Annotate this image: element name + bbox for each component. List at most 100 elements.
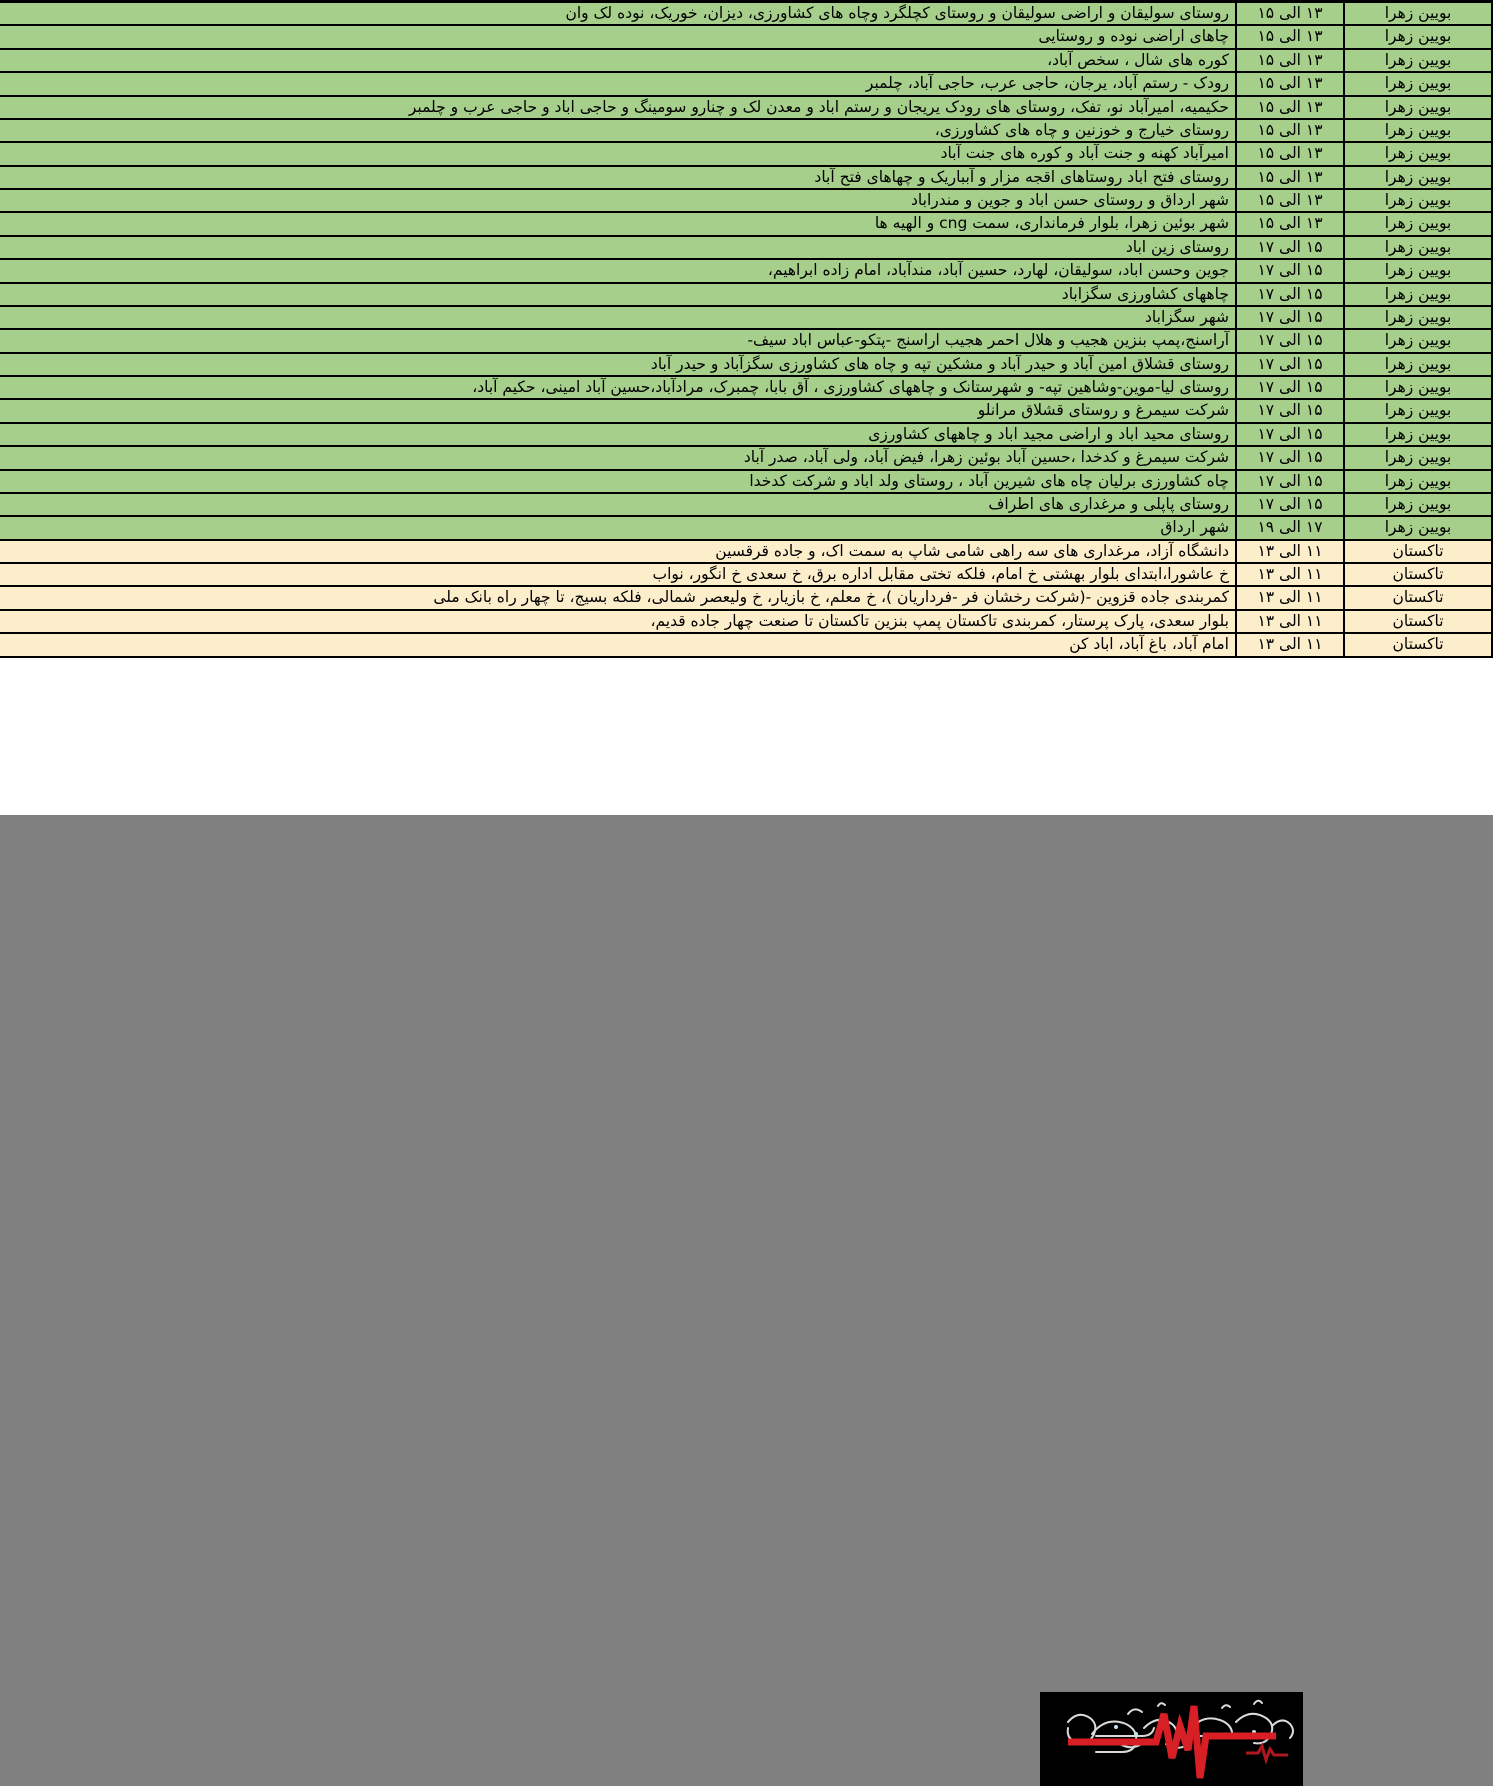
cell-city: تاکستان [1343,632,1493,658]
cell-city: تاکستان [1343,608,1493,635]
table-row: تاکستان ۱۱ الی ۱۳ خ عاشورا،ابتدای بلوار به… [0,561,1493,588]
cell-description: شهر سگزاباد [0,304,1237,331]
cell-city: بویین زهرا [1343,234,1493,261]
table-row: بویین زهرا ۱۵ الی ۱۷ جوین وحسن اباد، سولیق… [0,258,1493,284]
cell-time: ۱۱ الی ۱۳ [1235,585,1345,611]
cell-time: ۱۱ الی ۱۳ [1235,608,1345,635]
cell-description: شهر ارداق [0,515,1237,541]
cell-city: بویین زهرا [1343,164,1493,191]
cell-description: روستای فتح اباد روستاهای اقجه مزار و آبب… [0,164,1237,191]
ecg-calligraphy-logo [1040,1692,1303,1786]
table-row: بویین زهرا ۱۳ الی ۱۵ امیرآباد کهنه و جنت آ… [0,141,1493,167]
cell-description: روستای لیا-موین-وشاهین تپه- و شهرستانک و… [0,374,1237,401]
cell-city: بویین زهرا [1343,47,1493,74]
cell-description: شهر بوئین زهرا، بلوار فرمانداری، سمت cng… [0,211,1237,237]
cell-city: بویین زهرا [1343,0,1493,27]
cell-time: ۱۵ الی ۱۷ [1235,398,1345,424]
cell-time: ۱۳ الی ۱۵ [1235,94,1345,120]
cell-time: ۱۱ الی ۱۳ [1235,538,1345,565]
cell-time: ۱۳ الی ۱۵ [1235,24,1345,50]
table-row: بویین زهرا ۱۵ الی ۱۷ روستای زین اباد [0,234,1493,261]
table-row: تاکستان ۱۱ الی ۱۳ امام آباد، باغ آباد، ابا… [0,632,1493,658]
table-row: بویین زهرا ۱۵ الی ۱۷ شهر سگزاباد [0,304,1493,331]
cell-time: ۱۵ الی ۱۷ [1235,234,1345,261]
cell-time: ۱۷ الی ۱۹ [1235,515,1345,541]
cell-city: بویین زهرا [1343,515,1493,541]
cell-time: ۱۵ الی ۱۷ [1235,421,1345,448]
cell-city: بویین زهرا [1343,398,1493,424]
cell-city: بویین زهرا [1343,281,1493,307]
cell-time: ۱۵ الی ۱۷ [1235,328,1345,354]
cell-description: بلوار سعدی، پارک پرستار، کمربندی تاکستان… [0,608,1237,635]
cell-time: ۱۳ الی ۱۵ [1235,141,1345,167]
cell-city: بویین زهرا [1343,117,1493,144]
table-row: بویین زهرا ۱۳ الی ۱۵ روستای فتح اباد روستا… [0,164,1493,191]
cell-time: ۱۵ الی ۱۷ [1235,491,1345,518]
cell-description: رودک - رستم آباد، یرجان، حاجی عرب، حاجی … [0,71,1237,97]
cell-description: شرکت سیمرغ و روستای قشلاق مرانلو [0,398,1237,424]
cell-time: ۱۳ الی ۱۵ [1235,71,1345,97]
cell-time: ۱۳ الی ۱۵ [1235,47,1345,74]
table-row: بویین زهرا ۱۳ الی ۱۵ حکیمیه، امیرآباد نو، … [0,94,1493,120]
cell-description: امام آباد، باغ آباد، اباد کن [0,632,1237,658]
cell-city: بویین زهرا [1343,351,1493,378]
cell-city: تاکستان [1343,561,1493,588]
table-row: بویین زهرا ۱۵ الی ۱۷ روستای محید اباد و ار… [0,421,1493,448]
table-row: بویین زهرا ۱۳ الی ۱۵ روستای خیارج و خوزنین… [0,117,1493,144]
cell-description: شرکت سیمرغ و کدخدا ،حسین آباد بوئین زهرا… [0,445,1237,471]
cell-city: بویین زهرا [1343,491,1493,518]
table-row: بویین زهرا ۱۳ الی ۱۵ کوره های شال ، سخص آب… [0,47,1493,74]
cell-description: چاههای کشاورزی سگزاباد [0,281,1237,307]
outage-schedule-table: بویین زهرا ۱۳ الی ۱۵ روستای سولیقان و اراض… [0,0,1493,658]
spreadsheet-sheet: بویین زهرا ۱۳ الی ۱۵ روستای سولیقان و اراض… [0,0,1493,815]
cell-city: بویین زهرا [1343,468,1493,494]
table-row: بویین زهرا ۱۳ الی ۱۵ شهر بوئین زهرا، بلوار… [0,211,1493,237]
cell-city: تاکستان [1343,585,1493,611]
table-row: بویین زهرا ۱۵ الی ۱۷ روستای پاپلی و مرغدار… [0,491,1493,518]
cell-description: روستای سولیقان و اراضی سولیقان و روستای … [0,0,1237,27]
cell-description: کمربندی جاده قزوین -(شرکت رخشان فر -فردا… [0,585,1237,611]
table-row: بویین زهرا ۱۵ الی ۱۷ شرکت سیمرغ و روستای ق… [0,398,1493,424]
cell-description: چاهای اراضی نوده و روستایی [0,24,1237,50]
cell-city: بویین زهرا [1343,445,1493,471]
cell-city: بویین زهرا [1343,24,1493,50]
cell-city: بویین زهرا [1343,71,1493,97]
cell-city: بویین زهرا [1343,304,1493,331]
table-row: بویین زهرا ۱۳ الی ۱۵ روستای سولیقان و اراض… [0,0,1493,27]
cell-city: بویین زهرا [1343,187,1493,214]
cell-time: ۱۵ الی ۱۷ [1235,258,1345,284]
cell-time: ۱۳ الی ۱۵ [1235,187,1345,214]
cell-time: ۱۱ الی ۱۳ [1235,561,1345,588]
table-body: بویین زهرا ۱۳ الی ۱۵ روستای سولیقان و اراض… [0,0,1493,658]
cell-description: حکیمیه، امیرآباد نو، تفک، روستای های رود… [0,94,1237,120]
cell-time: ۱۵ الی ۱۷ [1235,281,1345,307]
cell-description: آراسنج،پمپ بنزین هجیب و هلال احمر هجیب ا… [0,328,1237,354]
cell-description: کوره های شال ، سخص آباد، [0,47,1237,74]
cell-city: بویین زهرا [1343,94,1493,120]
cell-city: بویین زهرا [1343,374,1493,401]
cell-time: ۱۵ الی ۱۷ [1235,468,1345,494]
cell-time: ۱۳ الی ۱۵ [1235,0,1345,27]
table-row: بویین زهرا ۱۵ الی ۱۷ شرکت سیمرغ و کدخدا ،ح… [0,445,1493,471]
cell-description: جوین وحسن اباد، سولیقان، لهارد، حسین آبا… [0,258,1237,284]
cell-time: ۱۵ الی ۱۷ [1235,351,1345,378]
table-row: بویین زهرا ۱۳ الی ۱۵ رودک - رستم آباد، یرج… [0,71,1493,97]
table-row: تاکستان ۱۱ الی ۱۳ کمربندی جاده قزوین -(شرک… [0,585,1493,611]
cell-city: بویین زهرا [1343,421,1493,448]
cell-time: ۱۳ الی ۱۵ [1235,164,1345,191]
cell-city: بویین زهرا [1343,211,1493,237]
table-row: بویین زهرا ۱۵ الی ۱۷ چاههای کشاورزی سگزابا… [0,281,1493,307]
cell-time: ۱۵ الی ۱۷ [1235,445,1345,471]
cell-description: شهر ارداق و روستای حسن اباد و جوین و مند… [0,187,1237,214]
cell-description: دانشگاه آزاد، مرغداری های سه راهی شامی ش… [0,538,1237,565]
table-row: تاکستان ۱۱ الی ۱۳ بلوار سعدی، پارک پرستار،… [0,608,1493,635]
cell-description: روستای قشلاق امین آباد و حیدر آباد و مشک… [0,351,1237,378]
cell-time: ۱۵ الی ۱۷ [1235,374,1345,401]
cell-time: ۱۵ الی ۱۷ [1235,304,1345,331]
table-row: تاکستان ۱۱ الی ۱۳ دانشگاه آزاد، مرغداری ها… [0,538,1493,565]
cell-description: امیرآباد کهنه و جنت آباد و کوره های جنت … [0,141,1237,167]
table-row: بویین زهرا ۱۳ الی ۱۵ شهر ارداق و روستای حس… [0,187,1493,214]
cell-time: ۱۳ الی ۱۵ [1235,117,1345,144]
cell-city: تاکستان [1343,538,1493,565]
logo-artwork [1040,1692,1303,1786]
